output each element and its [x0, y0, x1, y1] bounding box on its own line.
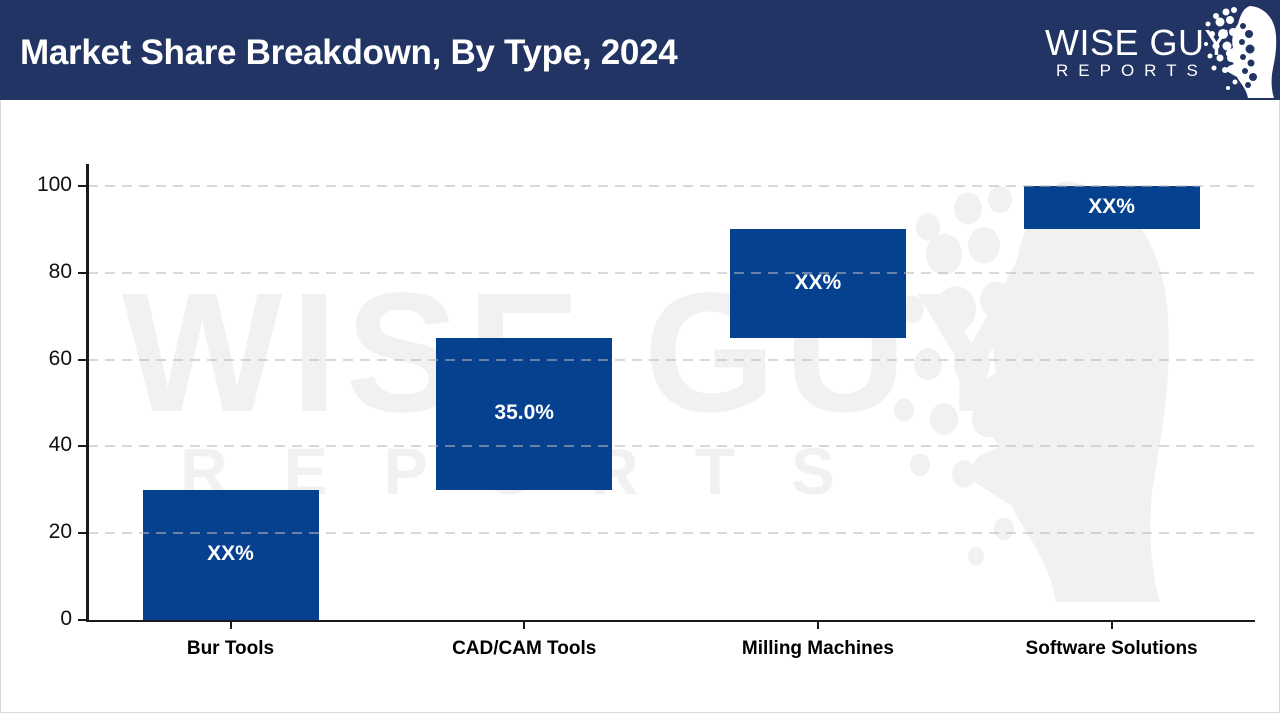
x-axis-tick: [523, 622, 526, 629]
x-axis-line: [86, 619, 1255, 622]
bar-bur-tools: [142, 489, 319, 620]
bar-value-label: XX%: [1088, 194, 1135, 218]
y-axis-tick: [78, 185, 86, 187]
x-axis-tick: [1110, 622, 1113, 629]
gridline-y40: [88, 445, 1255, 448]
y-axis-tick-label: 60: [48, 346, 72, 370]
dotted-head-profile-icon: [1204, 6, 1277, 98]
bar-value-label: 35.0%: [494, 400, 554, 424]
header-band: Market Share Breakdown, By Type, 2024 WI…: [0, 0, 1280, 100]
gridline-y60: [88, 358, 1255, 361]
y-axis-line: [86, 164, 89, 622]
chart-title: Market Share Breakdown, By Type, 2024: [20, 33, 678, 72]
y-axis-tick: [78, 532, 86, 535]
gridline-y20: [88, 532, 1255, 535]
y-axis-tick: [78, 271, 86, 274]
x-axis-category-label: CAD/CAM Tools: [452, 638, 597, 659]
bar-software-solutions: [1023, 186, 1200, 230]
y-axis-tick: [78, 358, 86, 361]
bar-value-label: XX%: [794, 270, 842, 294]
bar-milling-machines: [729, 229, 906, 338]
y-axis-tick-label: 100: [36, 173, 72, 196]
logo-wordmark: WISE GUY: [1045, 22, 1230, 63]
gridline-y100: [88, 185, 1255, 187]
x-axis-category-label: Bur Tools: [186, 638, 275, 659]
x-axis-category-label: Software Solutions: [1025, 638, 1198, 659]
bar-cad-cam-tools: [436, 337, 613, 490]
dotted-head-profile-watermark: [880, 181, 1169, 602]
gridline-y80: [88, 271, 1255, 274]
y-axis-tick: [78, 445, 86, 448]
x-axis-category-label: Milling Machines: [741, 638, 894, 659]
y-axis-tick-label: 20: [48, 520, 72, 544]
x-axis-tick: [816, 622, 819, 629]
x-axis-tick: [229, 622, 232, 629]
logo-subtext: REPORTS: [1056, 61, 1208, 80]
y-axis-tick-label: 40: [48, 433, 72, 457]
y-axis-tick-label: 80: [48, 259, 72, 283]
bar-value-label: XX%: [207, 541, 254, 565]
y-axis-tick: [78, 619, 86, 621]
y-axis-tick-label: 0: [60, 607, 72, 630]
